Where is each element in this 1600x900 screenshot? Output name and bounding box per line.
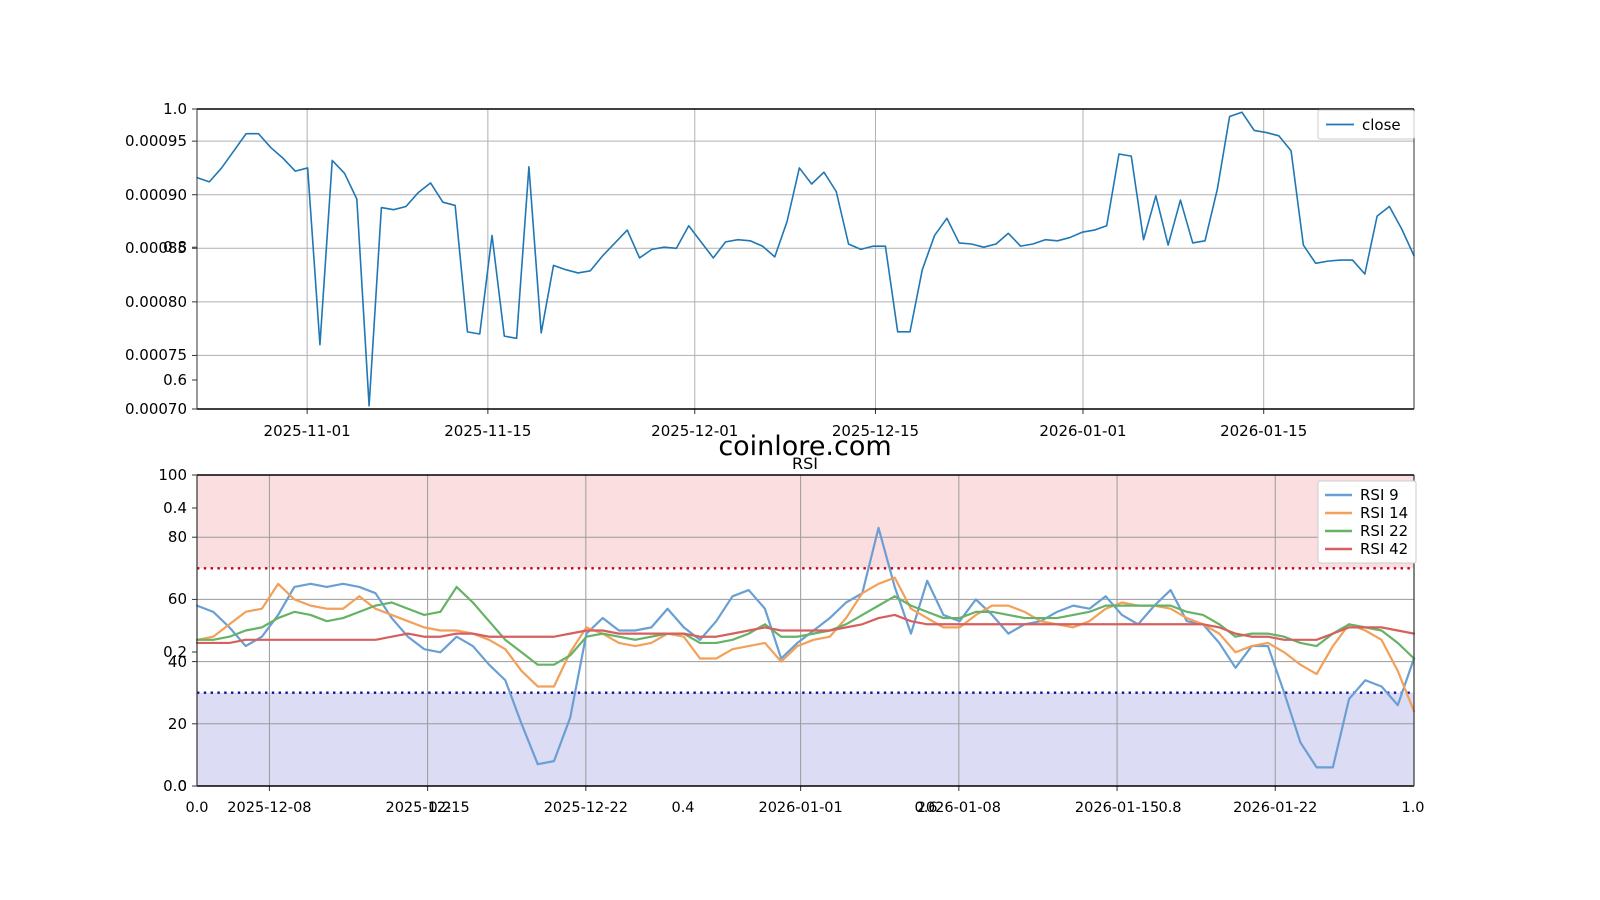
price-line-close <box>196 111 1415 407</box>
rsi-line-rsi-22 <box>195 585 1416 666</box>
price-legend-box[interactable] <box>1317 109 1415 140</box>
rsi-line-rsi-14 <box>195 576 1416 713</box>
rsi-legend-box[interactable] <box>1317 480 1417 564</box>
rsi-line-rsi-42 <box>195 613 1416 645</box>
rsi-band-overbought <box>197 475 1414 569</box>
price-plot-bg <box>197 109 1414 409</box>
rsi-line-rsi-9 <box>195 526 1416 769</box>
rsi-band-oversold <box>197 692 1414 786</box>
